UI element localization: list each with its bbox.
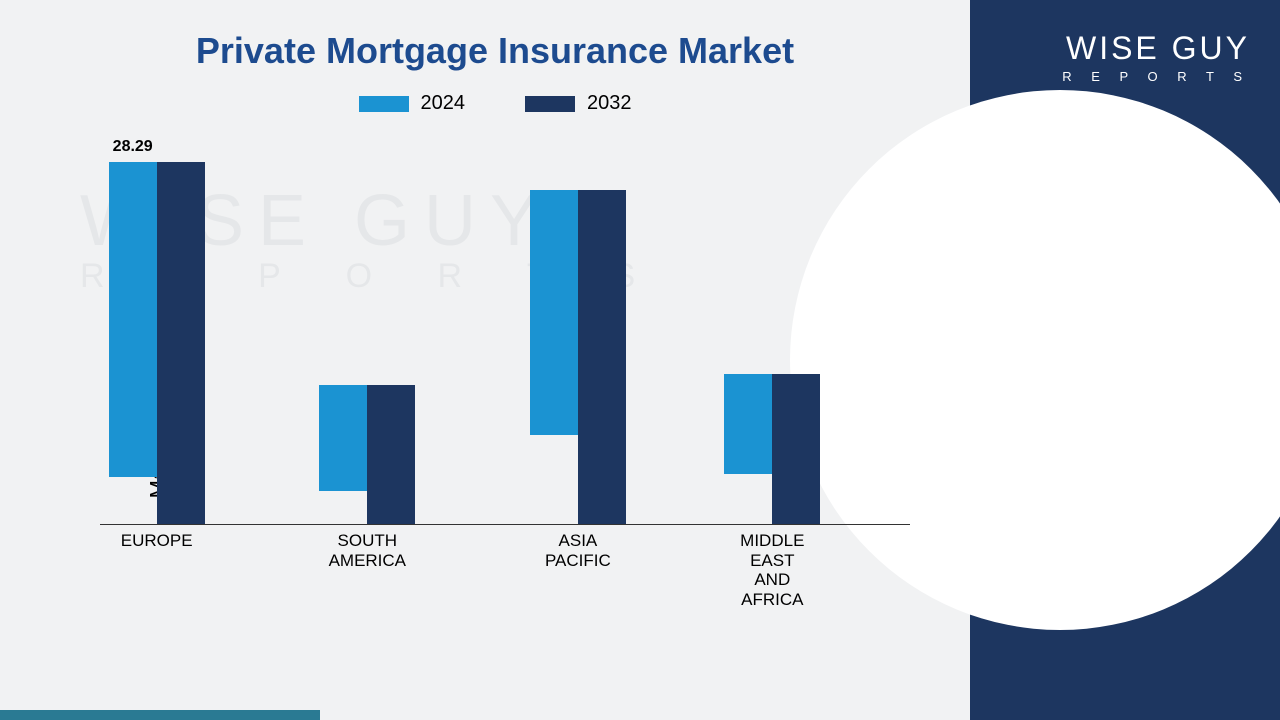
bar-group <box>518 190 638 524</box>
x-axis-labels: EUROPESOUTHAMERICAASIAPACIFICMIDDLEEASTA… <box>100 525 910 605</box>
legend-label-2032: 2032 <box>587 92 632 115</box>
legend-item-2032: 2032 <box>525 92 632 115</box>
chart-title: Private Mortgage Insurance Market <box>60 30 930 72</box>
chart-wrap: Market Size in USD Billion 28.29 EUROPES… <box>60 135 930 605</box>
infographic-page: WISE GUY R E P O R T S Private Mortgage … <box>0 0 1280 720</box>
bar <box>157 162 205 524</box>
bar-group <box>307 385 427 524</box>
bar-group: 28.29 <box>97 162 217 524</box>
bar-value-label: 28.29 <box>113 138 153 156</box>
brand-logo: WISE GUY R E P O R T S <box>1062 30 1250 84</box>
x-axis-label: MIDDLEEASTANDAFRICA <box>712 531 832 609</box>
bar <box>530 190 578 435</box>
x-axis-label: ASIAPACIFIC <box>518 531 638 570</box>
x-axis-label: SOUTHAMERICA <box>307 531 427 570</box>
branding-panel: WISE GUY R E P O R T S <box>970 0 1280 720</box>
logo-sub: R E P O R T S <box>1062 69 1250 84</box>
bar <box>367 385 415 524</box>
legend-item-2024: 2024 <box>359 92 466 115</box>
legend: 2024 2032 <box>60 92 930 115</box>
accent-bar <box>0 710 320 720</box>
x-axis-label: EUROPE <box>97 531 217 551</box>
chart-area: WISE GUY R E P O R T S Private Mortgage … <box>0 0 970 720</box>
bar <box>319 385 367 491</box>
bar <box>578 190 626 524</box>
bar <box>772 374 820 524</box>
legend-label-2024: 2024 <box>421 92 466 115</box>
plot-area: 28.29 <box>100 135 910 525</box>
legend-swatch-2032 <box>525 96 575 112</box>
legend-swatch-2024 <box>359 96 409 112</box>
logo-main: WISE GUY <box>1066 30 1250 66</box>
bar: 28.29 <box>109 162 157 477</box>
bar <box>724 374 772 474</box>
bar-group <box>712 374 832 524</box>
